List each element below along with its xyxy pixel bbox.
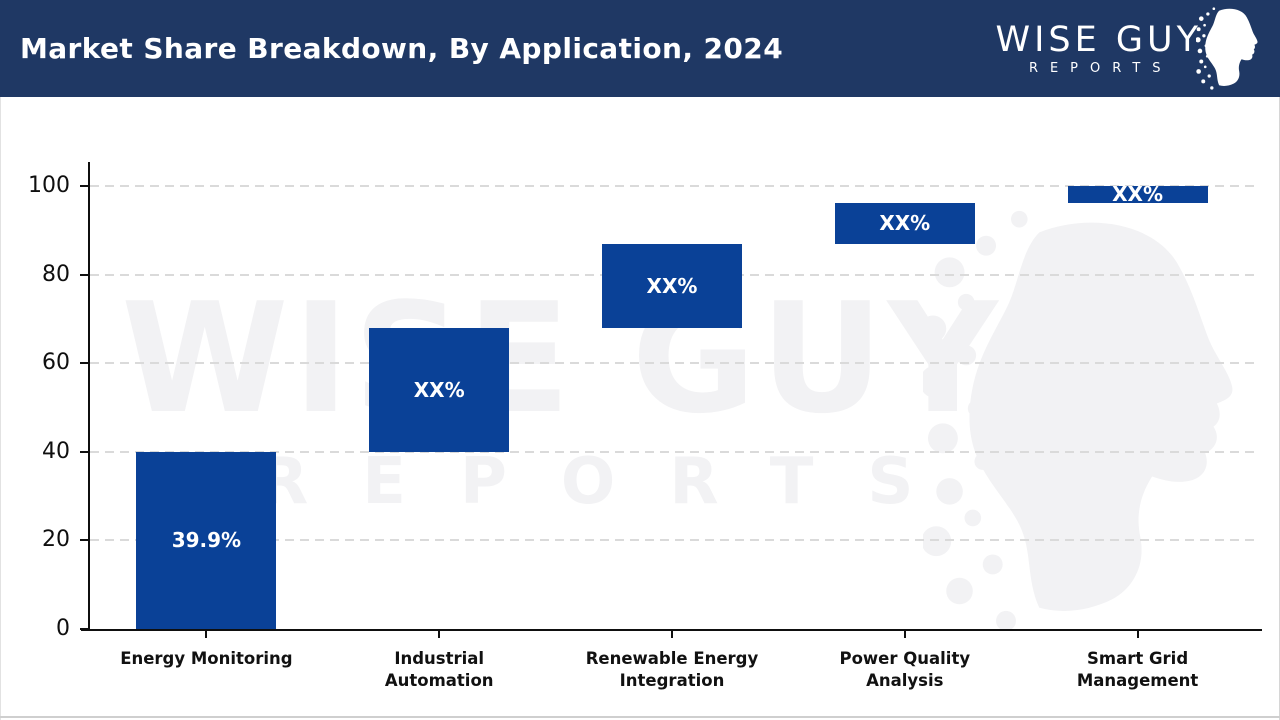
y-tick-80 — [80, 273, 88, 276]
dotted-face-profile-icon — [1196, 6, 1258, 90]
bar-value-label: XX% — [413, 377, 465, 402]
x-tick-5 — [1136, 629, 1139, 638]
bar-1: 39.9% — [136, 451, 277, 629]
watermark-text: WISE GUY — [121, 270, 1002, 447]
x-category-label: Energy Monitoring — [120, 649, 293, 668]
gridline-20 — [90, 539, 1256, 542]
bar-value-label: XX% — [646, 273, 698, 298]
x-tick-2 — [438, 629, 441, 638]
bar-5: XX% — [1067, 182, 1208, 206]
page-title: Market Share Breakdown, By Application, … — [20, 32, 784, 65]
y-tick-label-0: 0 — [56, 616, 70, 641]
y-tick-40 — [80, 450, 88, 453]
bar-4: XX% — [834, 202, 975, 244]
chart-canvas: WISE GUY REPORTS 0 20 40 60 80 100 39.9% Energy… — [0, 97, 1280, 720]
bar-2: XX% — [369, 327, 510, 452]
y-tick-0 — [80, 628, 88, 630]
gridline-40 — [90, 450, 1256, 453]
y-axis-line — [88, 162, 90, 631]
x-tick-4 — [903, 629, 906, 638]
y-tick-60 — [80, 362, 88, 365]
x-category-label: Industrial Automation — [384, 649, 494, 691]
watermark-subtext: REPORTS — [259, 445, 968, 519]
brand-wordmark: WISE GUY REPORTS — [995, 19, 1202, 76]
brand-name: WISE GUY — [995, 19, 1202, 60]
brand-logo: WISE GUY REPORTS — [995, 6, 1262, 92]
gridline-60 — [90, 362, 1256, 365]
y-tick-20 — [80, 539, 88, 542]
gridline-100 — [90, 185, 1256, 188]
x-category-label: Renewable Energy Integration — [585, 649, 759, 691]
y-tick-label-80: 80 — [42, 261, 70, 287]
x-tick-1 — [205, 629, 208, 638]
x-category-label: Power Quality Analysis — [839, 649, 971, 691]
footer-divider — [0, 716, 1280, 718]
y-tick-label-20: 20 — [42, 527, 70, 553]
y-tick-label-40: 40 — [42, 438, 70, 464]
header: Market Share Breakdown, By Application, … — [0, 0, 1280, 97]
x-category-label: Smart Grid Management — [1076, 649, 1199, 691]
x-tick-3 — [671, 629, 673, 638]
y-tick-100 — [80, 185, 88, 188]
watermark-face-profile-icon — [923, 210, 1233, 631]
brand-subname: REPORTS — [1028, 60, 1173, 76]
bar-3: XX% — [602, 243, 742, 328]
y-tick-label-60: 60 — [42, 350, 70, 376]
bar-value-label: 39.9% — [171, 528, 242, 553]
bar-value-label: XX% — [879, 211, 931, 236]
y-tick-label-100: 100 — [28, 173, 70, 199]
bar-value-label: XX% — [1112, 182, 1164, 207]
plot-area: 0 20 40 60 80 100 39.9% Energy Monitoring XX% Ind… — [28, 162, 1262, 690]
